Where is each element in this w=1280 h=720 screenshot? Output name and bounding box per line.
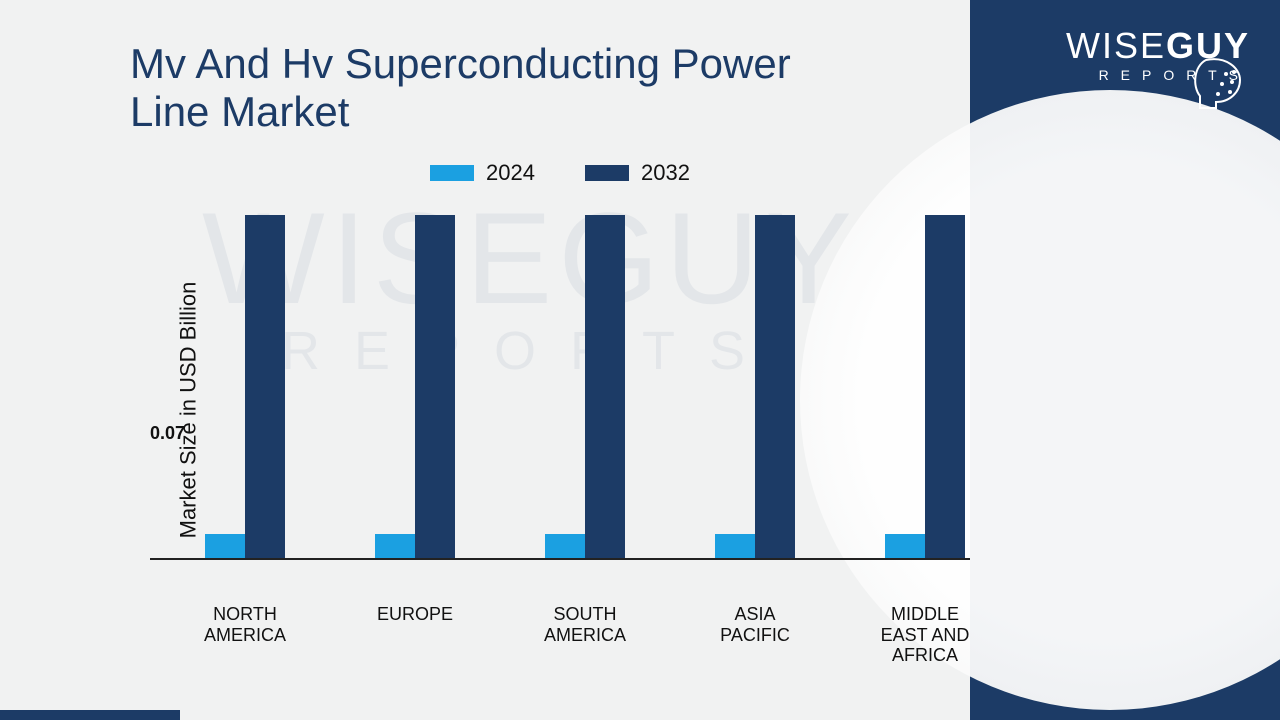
head-icon [1186, 52, 1250, 116]
bar-2024 [375, 534, 415, 558]
bar-2032 [755, 215, 795, 558]
footer-accent-bar [0, 710, 180, 720]
plot-area: 0.07 NORTH AMERICAEUROPESOUTH AMERICAASI… [150, 200, 970, 560]
bar-value-label: 0.07 [150, 423, 185, 444]
brand-word-1: WISE [1066, 25, 1166, 66]
bar-2032 [585, 215, 625, 558]
bar-2024 [885, 534, 925, 558]
legend-item-2024: 2024 [430, 160, 535, 186]
bar-group [870, 215, 980, 558]
bar-2032 [245, 215, 285, 558]
x-tick-label: SOUTH AMERICA [530, 604, 640, 645]
brand-line-1: WISEGUY [1066, 28, 1250, 64]
bar-group [530, 215, 640, 558]
bar-2024 [205, 534, 245, 558]
legend-label-2032: 2032 [641, 160, 690, 186]
bar-2024 [715, 534, 755, 558]
bar-chart: Market Size in USD Billion 2024 2032 0.0… [70, 160, 970, 660]
x-tick-label: EUROPE [360, 604, 470, 625]
x-tick-label: NORTH AMERICA [190, 604, 300, 645]
legend-item-2032: 2032 [585, 160, 690, 186]
bar-group [700, 215, 810, 558]
bar-group [360, 215, 470, 558]
bar-group [190, 215, 300, 558]
brand-logo: WISEGUY REPORTS [1066, 28, 1250, 82]
x-tick-label: MIDDLE EAST AND AFRICA [870, 604, 980, 666]
bar-2032 [925, 215, 965, 558]
bar-2032 [415, 215, 455, 558]
chart-title: Mv And Hv Superconducting Power Line Mar… [130, 40, 850, 137]
legend-swatch-2032 [585, 165, 629, 181]
legend-label-2024: 2024 [486, 160, 535, 186]
legend: 2024 2032 [150, 160, 970, 186]
bar-2024 [545, 534, 585, 558]
legend-swatch-2024 [430, 165, 474, 181]
x-tick-label: ASIA PACIFIC [700, 604, 810, 645]
page: WISEGUY REPORTS Mv And Hv Superconductin… [0, 0, 1280, 720]
